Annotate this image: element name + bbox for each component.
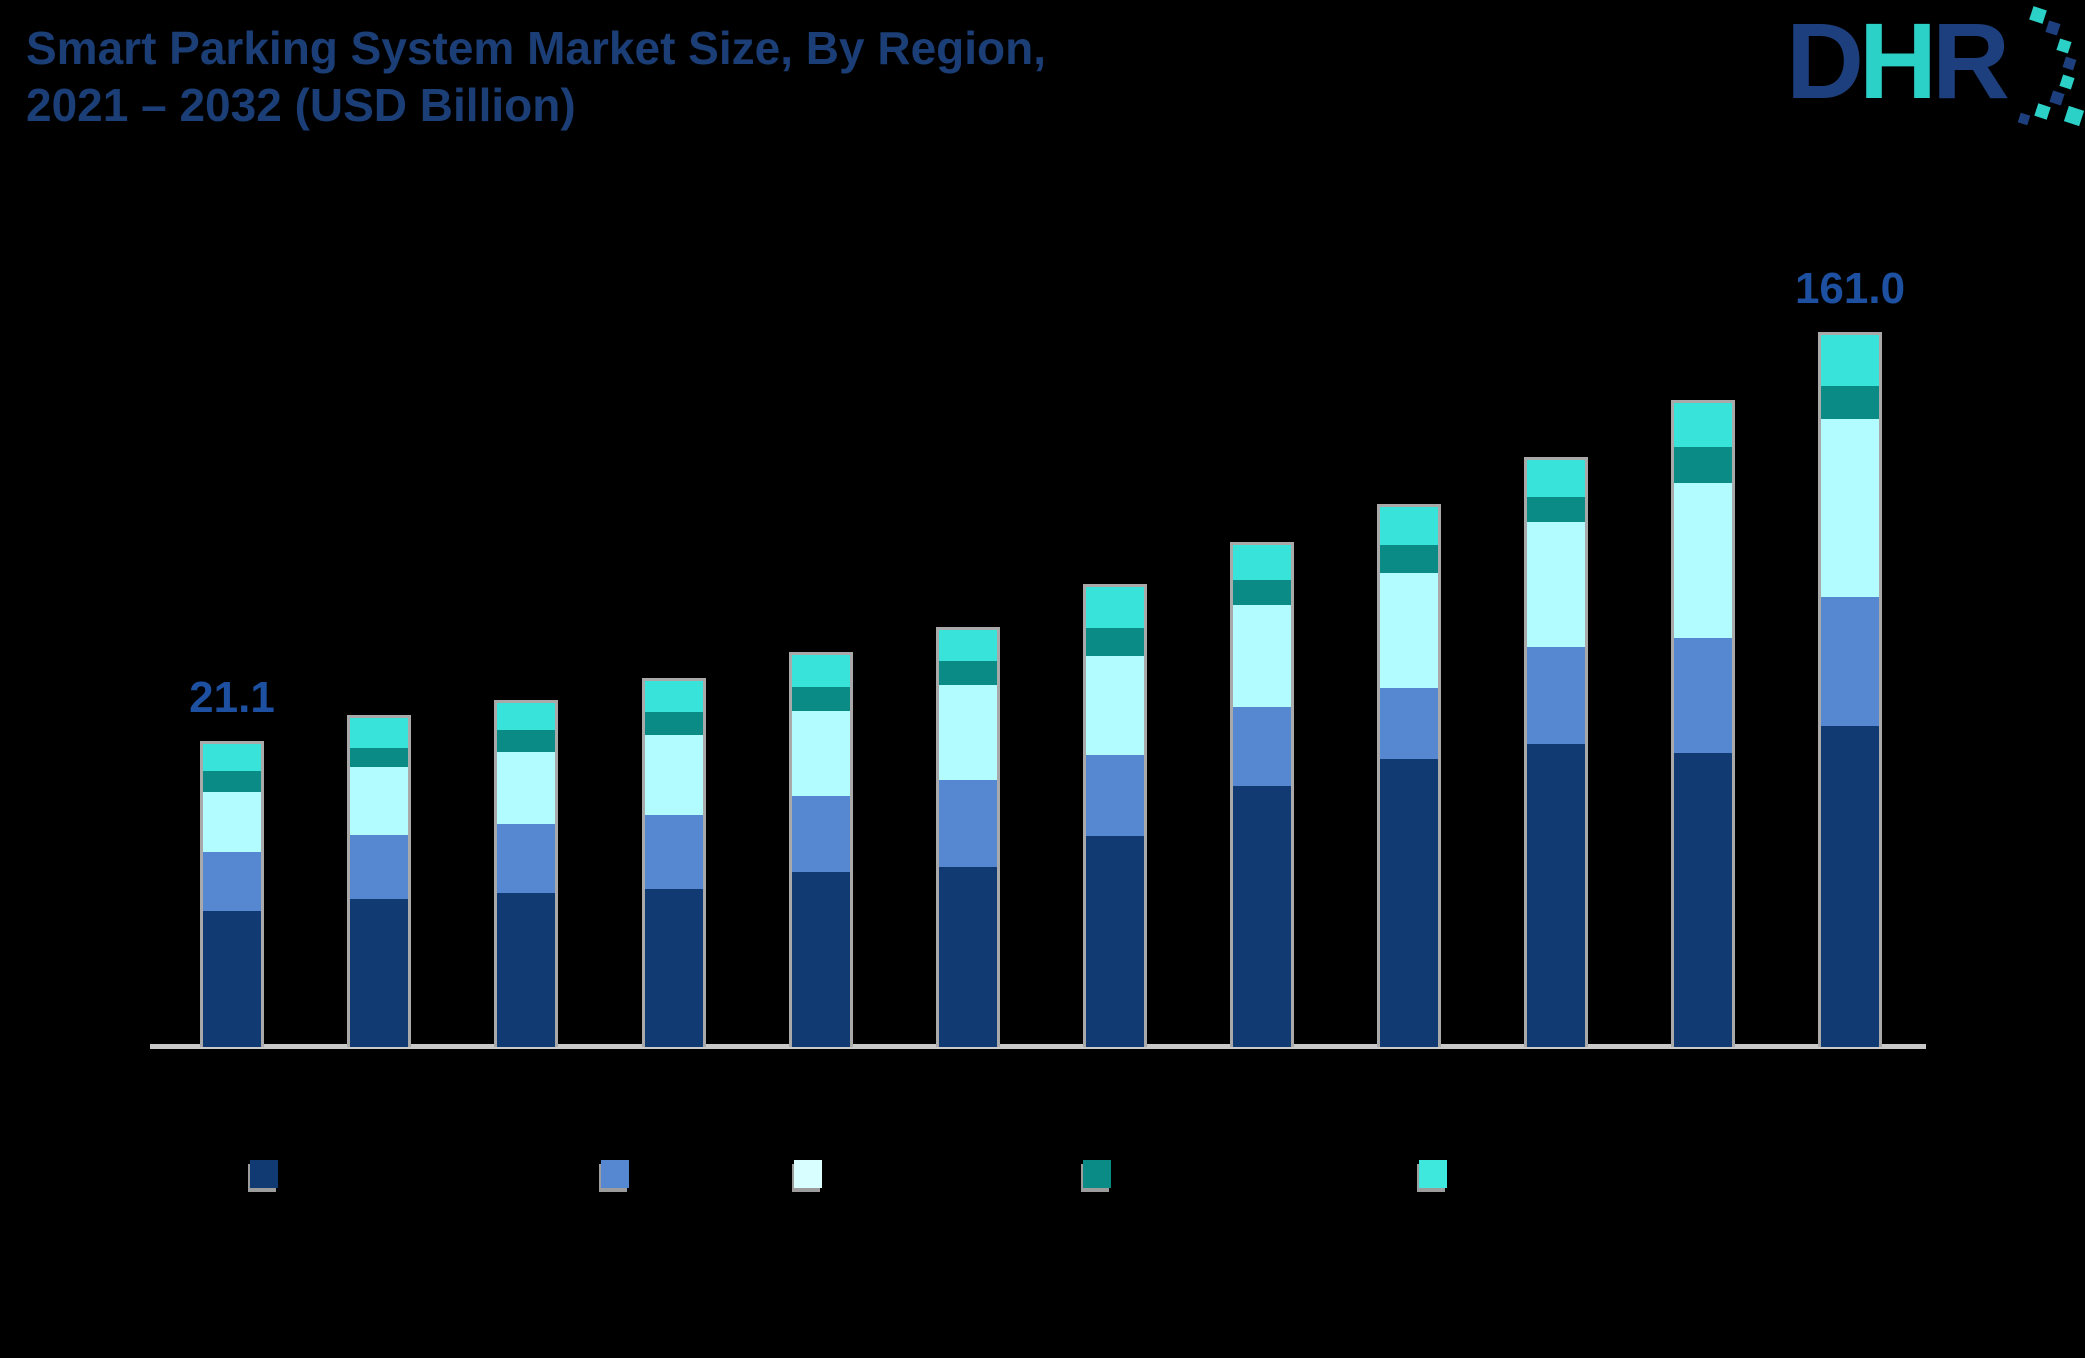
legend-swatch-3 (794, 1160, 822, 1188)
bar-2024 (642, 678, 706, 1047)
bar-segment (1380, 544, 1438, 573)
legend-swatch-2 (601, 1160, 629, 1188)
logo-letter-d: D (1786, 0, 1864, 121)
bar-segment (1674, 403, 1732, 447)
bar-segment (645, 734, 703, 815)
bar-segment (939, 630, 997, 661)
bar-segment (203, 851, 261, 912)
logo-burst-dot (2049, 90, 2065, 106)
bar-segment (497, 751, 555, 824)
page-title-line2: 2021 – 2032 (USD Billion) (26, 79, 576, 131)
bar-segment (1233, 604, 1291, 708)
bar-segment (792, 795, 850, 873)
bar-segment (1527, 743, 1585, 1047)
logo-burst-dot (2017, 112, 2031, 126)
bar-segment (1821, 385, 1879, 419)
bar-segment (1527, 460, 1585, 497)
bar-segment (792, 710, 850, 796)
bar-segment (792, 872, 850, 1047)
bar-segment (939, 867, 997, 1047)
bar-segment (350, 747, 408, 767)
bar-segment (1380, 758, 1438, 1047)
bar-segment (350, 899, 408, 1047)
bar-segment (1527, 647, 1585, 744)
logo-burst-dot (2063, 105, 2085, 127)
bar-segment (1086, 587, 1144, 628)
bar-2032 (1818, 332, 1882, 1047)
legend-swatch-1 (250, 1160, 278, 1188)
value-label-2021: 21.1 (189, 673, 275, 722)
bar-segment (203, 911, 261, 1047)
bar-segment (1527, 496, 1585, 522)
bar-segment (1086, 754, 1144, 837)
bar-segment (1674, 446, 1732, 483)
bar-segment (203, 791, 261, 852)
bar-segment (1674, 753, 1732, 1047)
bar-segment (203, 770, 261, 792)
logo-letter-r: R (1932, 0, 2010, 121)
bar-segment (1233, 545, 1291, 580)
bar-segment (1086, 655, 1144, 755)
bar-2030 (1524, 457, 1588, 1047)
bar-segment (350, 834, 408, 900)
page-title-line1: Smart Parking System Market Size, By Reg… (26, 22, 1047, 74)
logo-burst-dot (2056, 38, 2072, 54)
legend-swatch-4 (1083, 1160, 1111, 1188)
bar-segment (497, 893, 555, 1047)
bar-segment (1380, 572, 1438, 688)
bar-2028 (1230, 542, 1294, 1047)
logo-burst-dot (2062, 56, 2077, 71)
bar-segment (1821, 596, 1879, 727)
bar-segment (792, 686, 850, 711)
bar-segment (1821, 726, 1879, 1047)
bar-segment (1380, 507, 1438, 545)
bar-segment (203, 744, 261, 771)
logo-letter-h: H (1859, 0, 1937, 121)
bar-segment (1233, 785, 1291, 1047)
logo-burst-dot (2059, 74, 2075, 90)
bar-segment (497, 703, 555, 730)
bar-segment (645, 711, 703, 735)
bar-segment (792, 655, 850, 687)
bar-2026 (936, 627, 1000, 1047)
bar-2022 (347, 715, 411, 1047)
logo-burst-dot (2029, 6, 2047, 24)
bar-segment (1821, 335, 1879, 386)
bar-segment (645, 681, 703, 712)
bar-segment (1380, 688, 1438, 759)
bar-segment (1233, 707, 1291, 786)
dhr-logo: DHR (1786, 6, 2010, 126)
page-title: Smart Parking System Market Size, By Reg… (26, 20, 1046, 134)
x-axis-line (150, 1044, 1926, 1049)
bar-segment (350, 718, 408, 748)
bar-2023 (494, 700, 558, 1047)
bar-segment (350, 766, 408, 835)
bar-segment (1674, 637, 1732, 754)
bar-segment (1233, 579, 1291, 605)
bar-segment (497, 729, 555, 752)
bar-segment (645, 889, 703, 1047)
bar-segment (939, 684, 997, 780)
bar-segment (1821, 418, 1879, 597)
bar-segment (1086, 836, 1144, 1047)
bar-2027 (1083, 584, 1147, 1047)
bar-segment (1527, 521, 1585, 648)
bar-2029 (1377, 504, 1441, 1047)
bar-2031 (1671, 400, 1735, 1047)
bar-segment (1674, 482, 1732, 638)
value-label-2032: 161.0 (1794, 264, 1906, 313)
legend-swatch-5 (1419, 1160, 1447, 1188)
bar-segment (497, 823, 555, 894)
bar-segment (1086, 627, 1144, 656)
bar-2025 (789, 652, 853, 1047)
bar-segment (645, 814, 703, 890)
bar-2021 (200, 741, 264, 1047)
logo-burst-dot (2045, 20, 2061, 36)
bar-segment (939, 779, 997, 868)
logo-burst-dot (2034, 103, 2051, 120)
bar-segment (939, 660, 997, 685)
